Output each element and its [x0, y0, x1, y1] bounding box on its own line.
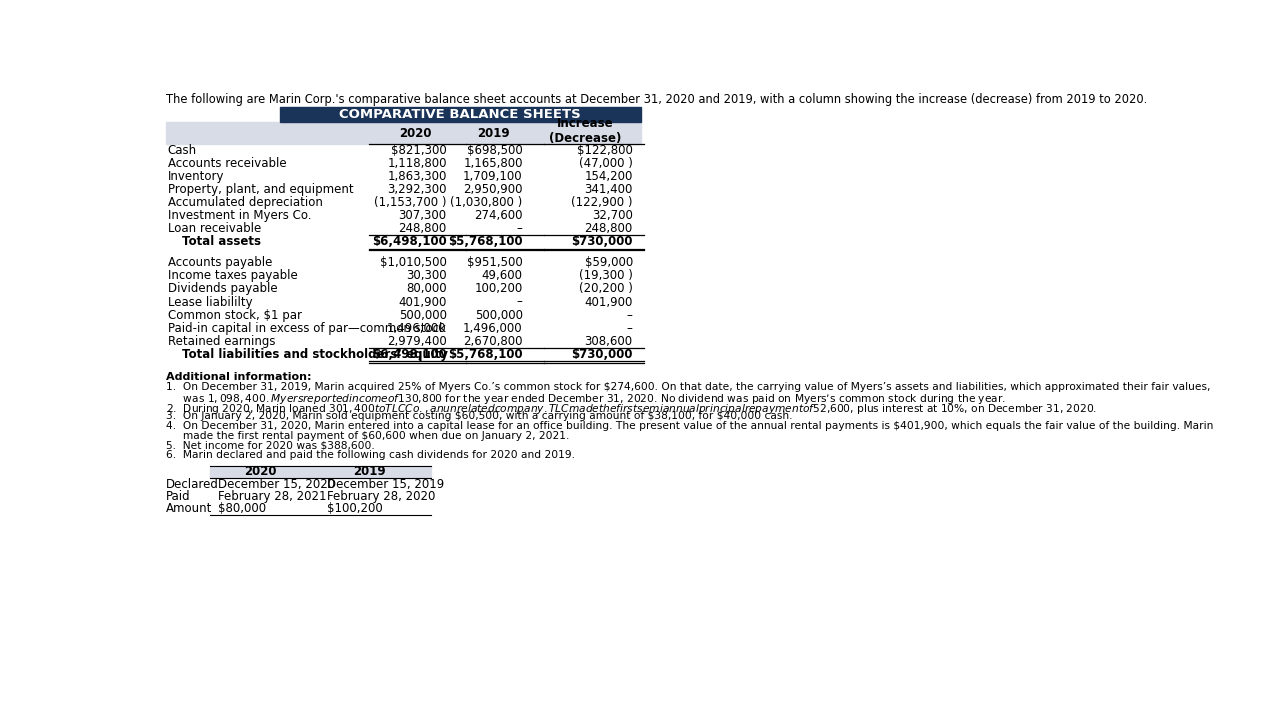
- Text: Total assets: Total assets: [182, 235, 261, 249]
- Text: 2019: 2019: [353, 465, 385, 478]
- Text: was $1,098,400. Myers reported income of $130,800 for the year ended December 31: was $1,098,400. Myers reported income of…: [166, 392, 1006, 406]
- Text: Inventory: Inventory: [168, 170, 224, 183]
- Text: February 28, 2021: February 28, 2021: [218, 490, 326, 503]
- Text: 2019: 2019: [477, 126, 509, 140]
- Text: 1,118,800: 1,118,800: [388, 157, 447, 170]
- Text: 2.  During 2020, Marin loaned $301,400 to TLC Co., an unrelated company. TLC mad: 2. During 2020, Marin loaned $301,400 to…: [166, 402, 1097, 416]
- Text: Accumulated depreciation: Accumulated depreciation: [168, 196, 323, 209]
- Text: 401,900: 401,900: [398, 295, 447, 308]
- Text: 1,496,000: 1,496,000: [463, 322, 522, 335]
- Text: February 28, 2020: February 28, 2020: [326, 490, 435, 503]
- Text: 30,300: 30,300: [406, 270, 447, 282]
- Text: December 15, 2020: December 15, 2020: [218, 478, 335, 490]
- Text: $100,200: $100,200: [326, 503, 383, 516]
- Text: 1,863,300: 1,863,300: [388, 170, 447, 183]
- Text: The following are Marin Corp.'s comparative balance sheet accounts at December 3: The following are Marin Corp.'s comparat…: [166, 93, 1147, 106]
- Text: (20,200 ): (20,200 ): [579, 282, 632, 295]
- Text: Property, plant, and equipment: Property, plant, and equipment: [168, 183, 353, 196]
- Text: 100,200: 100,200: [475, 282, 522, 295]
- Text: Income taxes payable: Income taxes payable: [168, 270, 297, 282]
- Text: 1,496,000: 1,496,000: [387, 322, 447, 335]
- Text: $951,500: $951,500: [467, 256, 522, 270]
- Text: 2,950,900: 2,950,900: [463, 183, 522, 196]
- Text: Accounts receivable: Accounts receivable: [168, 157, 287, 170]
- Text: Additional information:: Additional information:: [166, 371, 312, 381]
- Text: 3.  On January 2, 2020, Marin sold equipment costing $60,500, with a carrying am: 3. On January 2, 2020, Marin sold equipm…: [166, 412, 792, 422]
- Text: 2,670,800: 2,670,800: [463, 335, 522, 348]
- Text: Cash: Cash: [168, 144, 197, 157]
- Text: $821,300: $821,300: [390, 144, 447, 157]
- Text: (19,300 ): (19,300 ): [579, 270, 632, 282]
- Text: 308,600: 308,600: [585, 335, 632, 348]
- Text: 154,200: 154,200: [585, 170, 632, 183]
- Text: 500,000: 500,000: [399, 308, 447, 322]
- Text: $6,498,100: $6,498,100: [372, 235, 447, 249]
- Text: $730,000: $730,000: [571, 348, 632, 361]
- Text: 4.  On December 31, 2020, Marin entered into a capital lease for an office build: 4. On December 31, 2020, Marin entered i…: [166, 421, 1213, 431]
- Text: Lease liabililty: Lease liabililty: [168, 295, 252, 308]
- Bar: [280, 107, 640, 122]
- Text: 500,000: 500,000: [475, 308, 522, 322]
- Text: 274,600: 274,600: [474, 209, 522, 222]
- Text: 248,800: 248,800: [585, 222, 632, 235]
- Text: –: –: [517, 222, 522, 235]
- Text: 401,900: 401,900: [585, 295, 632, 308]
- Text: –: –: [627, 322, 632, 335]
- Bar: [210, 465, 431, 478]
- Text: 307,300: 307,300: [398, 209, 447, 222]
- Text: Declared: Declared: [166, 478, 219, 490]
- Text: $6,498,100: $6,498,100: [372, 348, 447, 361]
- Text: (47,000 ): (47,000 ): [579, 157, 632, 170]
- Text: 341,400: 341,400: [585, 183, 632, 196]
- Text: Increase
(Decrease): Increase (Decrease): [549, 118, 621, 146]
- Text: 3,292,300: 3,292,300: [388, 183, 447, 196]
- Text: $5,768,100: $5,768,100: [448, 348, 522, 361]
- Text: 2,979,400: 2,979,400: [387, 335, 447, 348]
- Text: Retained earnings: Retained earnings: [168, 335, 275, 348]
- Text: 2020: 2020: [399, 126, 433, 140]
- Text: Investment in Myers Co.: Investment in Myers Co.: [168, 209, 311, 222]
- Text: 1.  On December 31, 2019, Marin acquired 25% of Myers Co.’s common stock for $27: 1. On December 31, 2019, Marin acquired …: [166, 382, 1211, 392]
- Text: (122,900 ): (122,900 ): [571, 196, 632, 209]
- Text: (1,153,700 ): (1,153,700 ): [374, 196, 447, 209]
- Bar: [166, 122, 640, 144]
- Text: $730,000: $730,000: [571, 235, 632, 249]
- Text: Paid-in capital in excess of par—common stock: Paid-in capital in excess of par—common …: [168, 322, 445, 335]
- Text: –: –: [517, 295, 522, 308]
- Text: $5,768,100: $5,768,100: [448, 235, 522, 249]
- Text: COMPARATIVE BALANCE SHEETS: COMPARATIVE BALANCE SHEETS: [339, 108, 581, 121]
- Text: 80,000: 80,000: [406, 282, 447, 295]
- Text: 1,165,800: 1,165,800: [463, 157, 522, 170]
- Text: $122,800: $122,800: [577, 144, 632, 157]
- Text: 49,600: 49,600: [481, 270, 522, 282]
- Text: $1,010,500: $1,010,500: [380, 256, 447, 270]
- Text: made the first rental payment of $60,600 when due on January 2, 2021.: made the first rental payment of $60,600…: [166, 431, 570, 441]
- Text: Accounts payable: Accounts payable: [168, 256, 273, 270]
- Text: Loan receivable: Loan receivable: [168, 222, 261, 235]
- Text: December 15, 2019: December 15, 2019: [326, 478, 444, 490]
- Text: (1,030,800 ): (1,030,800 ): [451, 196, 522, 209]
- Text: 2020: 2020: [244, 465, 276, 478]
- Text: 5.  Net income for 2020 was $388,600.: 5. Net income for 2020 was $388,600.: [166, 440, 375, 450]
- Text: 32,700: 32,700: [591, 209, 632, 222]
- Text: 1,709,100: 1,709,100: [463, 170, 522, 183]
- Text: Paid: Paid: [166, 490, 191, 503]
- Text: $698,500: $698,500: [467, 144, 522, 157]
- Text: 248,800: 248,800: [398, 222, 447, 235]
- Text: $80,000: $80,000: [218, 503, 266, 516]
- Text: Common stock, $1 par: Common stock, $1 par: [168, 308, 302, 322]
- Text: Amount: Amount: [166, 503, 212, 516]
- Text: $59,000: $59,000: [585, 256, 632, 270]
- Text: –: –: [627, 308, 632, 322]
- Text: Total liabilities and stockholders’ equity: Total liabilities and stockholders’ equi…: [182, 348, 448, 361]
- Text: Dividends payable: Dividends payable: [168, 282, 278, 295]
- Text: 6.  Marin declared and paid the following cash dividends for 2020 and 2019.: 6. Marin declared and paid the following…: [166, 450, 575, 460]
